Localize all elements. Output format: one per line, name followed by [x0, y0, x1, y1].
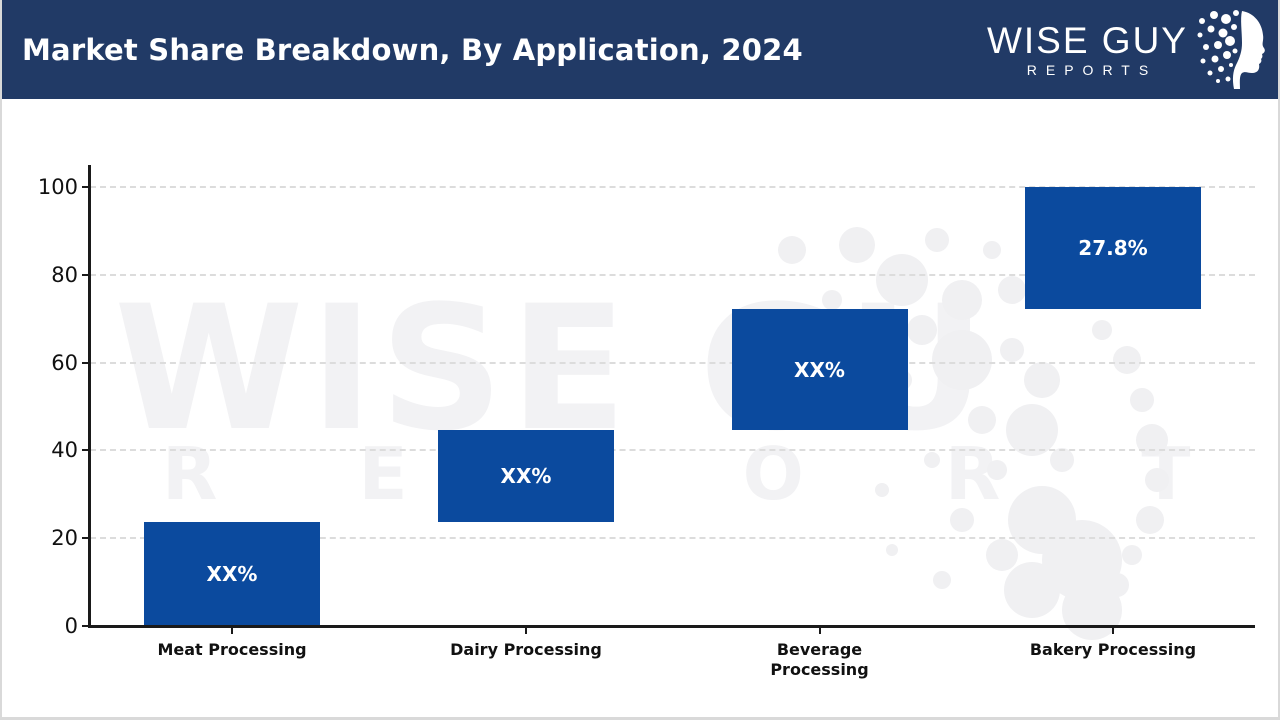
watermark-face-dots: [778, 227, 1169, 640]
gridline-20: [90, 537, 1255, 540]
bar-value-label: XX%: [206, 561, 258, 586]
x-axis-line: [88, 625, 1255, 628]
y-axis-tick-label-40: 40: [51, 438, 78, 463]
category-label-2: Beverage Processing: [770, 640, 869, 679]
y-axis-tick-80: [82, 273, 90, 276]
x-axis-tick-3: [1112, 626, 1114, 634]
y-axis-tick-label-0: 0: [64, 614, 78, 638]
bar-bakery-processing: 27.8%: [1025, 187, 1201, 310]
y-axis-tick-20: [82, 537, 90, 540]
y-axis-tick-60: [82, 361, 90, 364]
x-axis-tick-0: [231, 626, 233, 634]
y-axis-tick-label-20: 20: [51, 526, 78, 551]
logo-reports-label: REPORTS: [1026, 61, 1158, 78]
y-axis-tick-40: [82, 449, 90, 452]
y-axis-tick-label-80: 80: [51, 262, 78, 287]
page-title: Market Share Breakdown, By Application, …: [22, 32, 803, 67]
bar-value-label: XX%: [794, 357, 845, 382]
watermark-reports-text: R E P O R T S: [162, 432, 1278, 516]
wise-guy-reports-logo: WISE GUY REPORTS: [987, 7, 1268, 93]
y-axis-line: [88, 165, 91, 628]
gridline-60: [90, 361, 1255, 364]
y-axis-tick-label-60: 60: [51, 350, 78, 375]
y-axis-tick-label-100: 100: [37, 175, 78, 199]
gridline-80: [90, 273, 1255, 276]
logo-wiseguy-label: WISE GUY: [986, 19, 1188, 61]
gridline-100: [90, 186, 1255, 188]
y-axis-tick-100: [82, 186, 90, 188]
logo-face-icon: [1197, 9, 1265, 89]
bar-beverage-processing: XX%: [731, 309, 908, 431]
bar-value-label: 27.8%: [1078, 236, 1148, 261]
bar-meat-processing: XX%: [144, 521, 320, 626]
x-axis-tick-2: [818, 626, 821, 634]
header-bar: Market Share Breakdown, By Application, …: [2, 0, 1278, 99]
x-axis-tick-1: [525, 626, 527, 634]
logo-text: WISE GUY REPORTS: [986, 19, 1188, 79]
bar-value-label: XX%: [500, 464, 552, 489]
category-label-1: Dairy Processing: [450, 640, 602, 659]
category-label-0: Meat Processing: [157, 640, 307, 659]
gridline-40: [90, 449, 1255, 452]
y-axis-tick-0: [82, 625, 90, 627]
category-label-3: Bakery Processing: [1029, 640, 1197, 659]
bar-dairy-processing: XX%: [438, 430, 614, 522]
